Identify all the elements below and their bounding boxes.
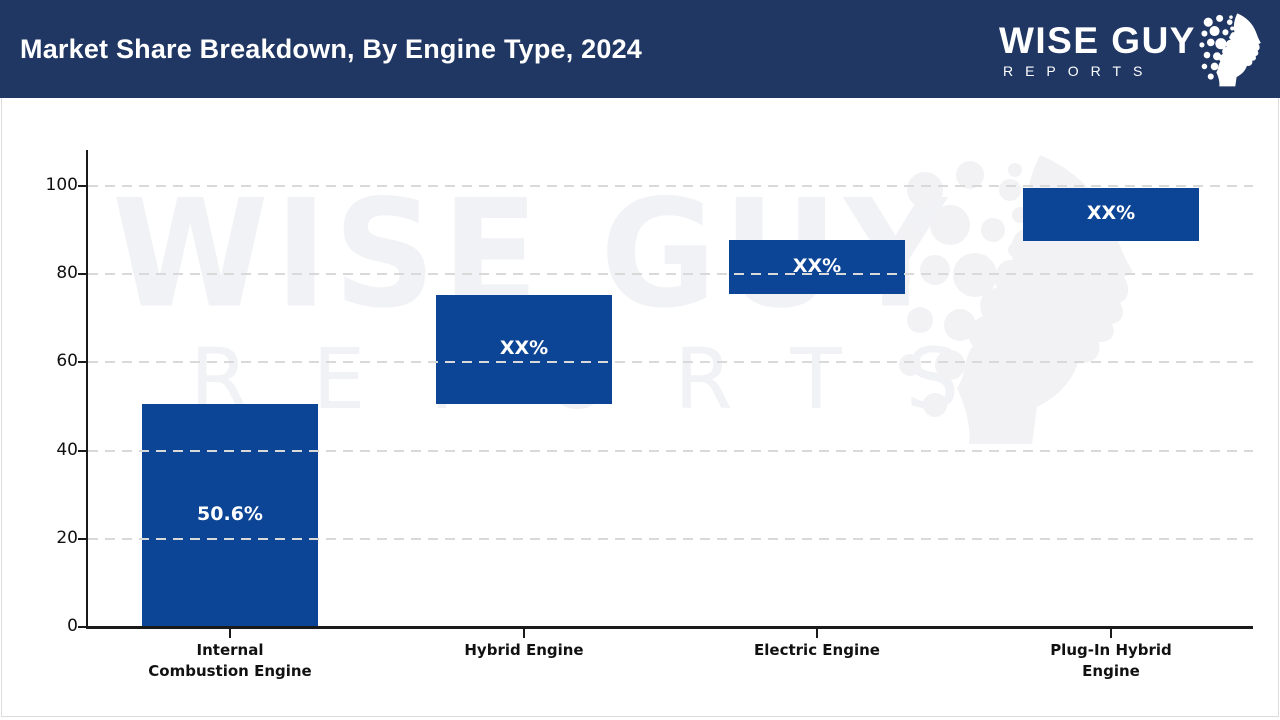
y-tick-mark	[78, 361, 87, 364]
gridline	[88, 185, 1253, 187]
x-axis-label: Internal Combustion Engine	[148, 641, 312, 680]
x-tick-mark	[229, 629, 231, 638]
header: Market Share Breakdown, By Engine Type, …	[0, 0, 1280, 98]
y-tick-label: 0	[67, 616, 78, 636]
x-axis-label: Electric Engine	[754, 641, 880, 659]
bar-value-label: XX%	[499, 337, 549, 360]
y-tick-mark	[78, 273, 87, 276]
page-title: Market Share Breakdown, By Engine Type, …	[20, 33, 643, 64]
x-tick-mark	[523, 629, 525, 638]
bar-value-label: XX%	[792, 255, 842, 278]
wiseguy-logo: WISE GUY REPORTS	[999, 6, 1270, 94]
logo-wordmark: WISE GUY	[998, 19, 1196, 61]
logo-subtitle: REPORTS	[1002, 62, 1155, 79]
x-axis-label: Hybrid Engine	[464, 641, 584, 659]
y-tick-mark	[78, 185, 87, 187]
y-tick-label: 80	[56, 263, 78, 284]
y-tick-label: 40	[56, 439, 78, 460]
y-tick-mark	[78, 537, 87, 540]
y-tick-mark	[78, 626, 87, 628]
y-tick-label: 60	[56, 351, 78, 372]
logo-text: WISE GUY REPORTS	[998, 19, 1196, 79]
gridline	[88, 449, 1253, 452]
y-tick-label: 20	[56, 527, 78, 548]
x-tick-mark	[816, 629, 818, 638]
bar-value-label: XX%	[1086, 202, 1136, 225]
bar-internal-combustion-engine	[142, 403, 318, 627]
y-tick-label: 100	[45, 175, 78, 195]
y-tick-mark	[78, 449, 87, 452]
x-axis-label: Plug-In Hybrid Engine	[1050, 641, 1172, 680]
y-axis-spine	[86, 150, 88, 629]
gridline	[88, 273, 1253, 276]
bar-hybrid-engine	[436, 294, 612, 404]
x-axis-spine	[86, 626, 1253, 629]
gridline	[88, 361, 1253, 364]
x-tick-mark	[1110, 629, 1112, 638]
bar-plug-in-hybrid-engine	[1023, 187, 1199, 241]
bar-value-label: 50.6%	[197, 503, 263, 526]
bar-electric-engine	[729, 240, 905, 295]
gridline	[88, 537, 1253, 540]
